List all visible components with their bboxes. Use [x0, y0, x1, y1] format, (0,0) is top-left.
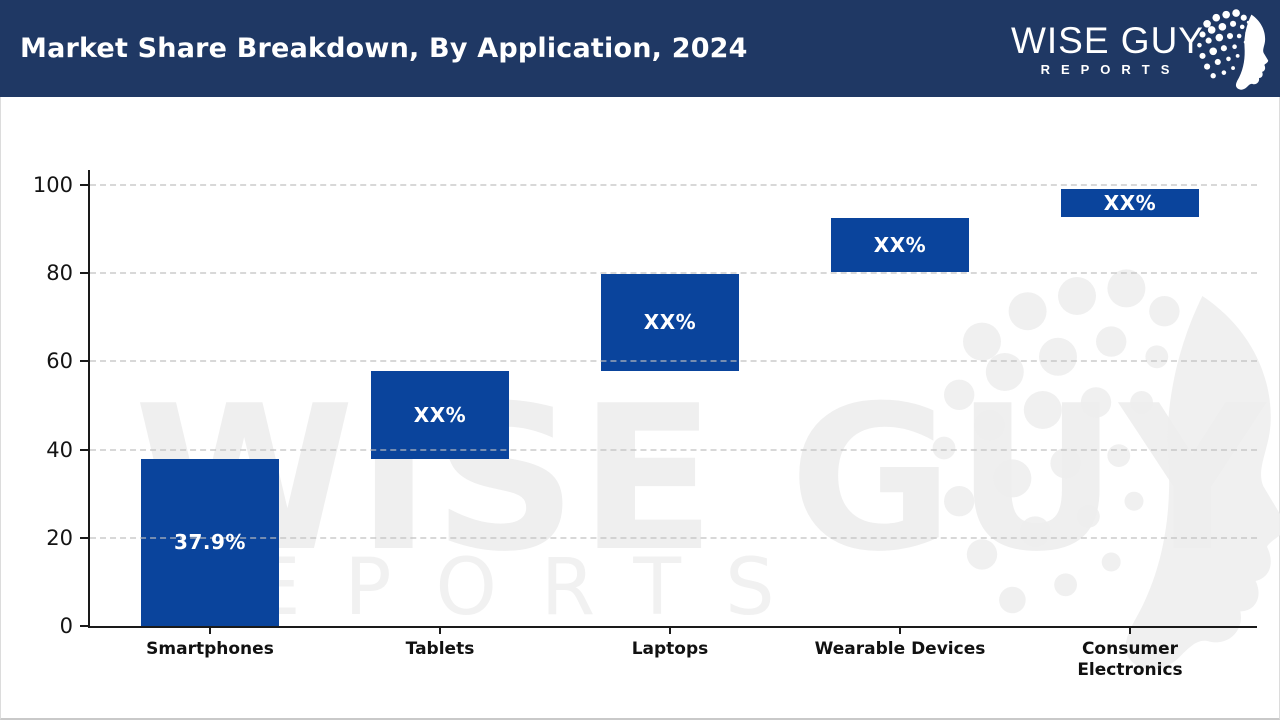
y-tick-80 [80, 272, 88, 275]
y-tick-40 [80, 448, 88, 451]
x-tick-5 [1129, 627, 1131, 634]
watermark-head-icon [932, 269, 1280, 670]
wiseguy-logo: WISE GUY REPORTS [1011, 4, 1270, 94]
y-axis [88, 170, 90, 628]
x-tick-label: Consumer Electronics [1077, 639, 1183, 680]
gridline-40 [90, 448, 1257, 451]
gridline-80 [90, 272, 1257, 275]
x-axis [88, 626, 1257, 628]
bar-value-label: 37.9% [174, 530, 246, 555]
y-tick-60 [80, 360, 88, 363]
x-tick-label: Wearable Devices [814, 639, 986, 659]
y-tick-label: 100 [32, 173, 73, 197]
x-tick-label: Smartphones [146, 639, 274, 659]
page-title: Market Share Breakdown, By Application, … [20, 33, 748, 64]
gridline-20 [90, 536, 1257, 539]
bar-value-label: XX% [413, 402, 467, 427]
gridline-60 [90, 360, 1257, 363]
y-tick-label: 60 [46, 349, 73, 374]
y-tick-label: 0 [59, 614, 73, 638]
gridline-100 [90, 184, 1257, 186]
x-tick-label: Tablets [405, 639, 475, 659]
watermark-wiseguy-text: WISE GUY [134, 363, 1267, 596]
bar-tablets [371, 370, 509, 459]
bar-value-label: XX% [873, 233, 927, 258]
y-tick-0 [80, 625, 88, 627]
x-tick-3 [669, 627, 671, 634]
y-tick-label: 40 [46, 437, 73, 462]
logo-reports-text: REPORTS [1040, 62, 1181, 77]
bar-value-label: XX% [1103, 190, 1157, 215]
wiseguy-head-icon [1197, 9, 1269, 90]
y-tick-100 [80, 184, 88, 186]
bar-wearable-devices [831, 218, 969, 273]
x-tick-4 [899, 627, 901, 634]
logo-wordmark: WISE GUY REPORTS [1010, 20, 1204, 78]
x-tick-2 [439, 627, 441, 634]
header-bar: Market Share Breakdown, By Application, … [0, 0, 1280, 97]
bar-laptops [601, 274, 739, 371]
bar-consumer-electronics [1061, 188, 1199, 218]
x-tick-label: Laptops [631, 639, 709, 659]
x-tick-1 [209, 627, 211, 634]
bar-smartphones [141, 458, 279, 626]
y-tick-label: 20 [46, 525, 73, 550]
y-tick-20 [80, 536, 88, 539]
bar-value-label: XX% [643, 310, 697, 335]
logo-wiseguy-text: WISE GUY [1010, 20, 1204, 61]
y-tick-label: 80 [46, 261, 73, 286]
